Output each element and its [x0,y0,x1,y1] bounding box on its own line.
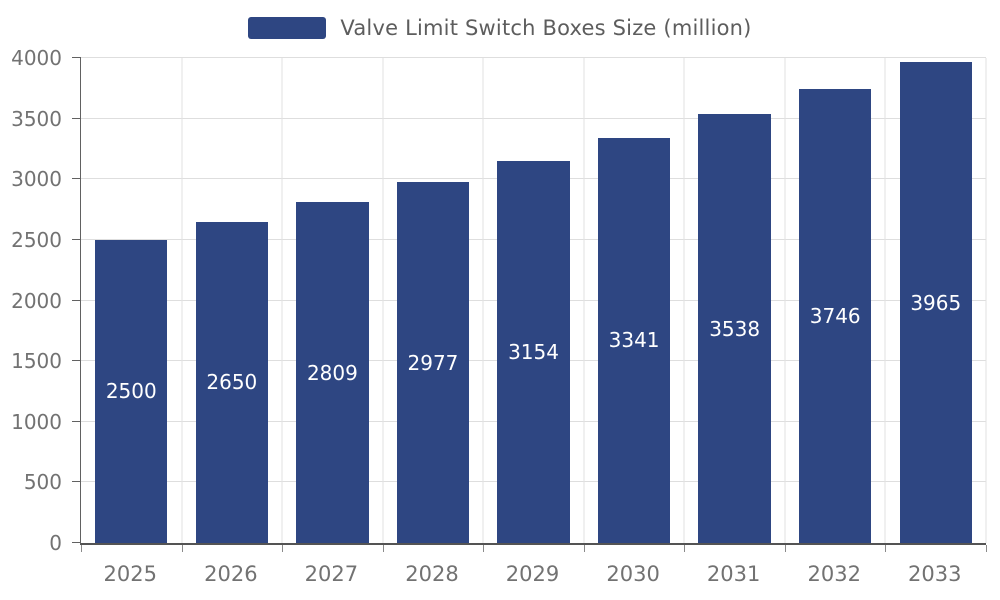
x-axis-tick-label: 2025 [103,562,157,586]
bar: 3154 [497,160,570,543]
bar: 2809 [296,202,369,543]
bar-slot: 2977 [383,58,484,543]
y-axis-tick-mark [72,420,81,422]
y-axis-tick-mark [72,57,81,58]
x-axis-tick-mark [81,545,82,552]
plot-area: 2500 2650 2809 2977 3154 3341 3538 3746 3965 [72,57,987,552]
legend-swatch-icon [248,17,327,39]
x-axis-tick-mark [784,545,786,552]
gridline-vertical [985,58,987,543]
bar-value-label: 3538 [709,316,761,341]
y-axis-tick-label: 3500 [11,106,62,131]
bar-value-label: 2977 [407,350,459,375]
x-axis-tick-mark [986,545,987,552]
bar-slot: 3538 [684,58,785,543]
y-axis-tick-mark [72,117,81,119]
bar: 3538 [698,114,771,543]
gridline-vertical [482,58,484,543]
y-axis-tick-mark [72,299,81,301]
bar-value-label: 2500 [105,379,157,404]
x-axis-tick-label: 2030 [606,562,660,586]
y-axis-tick-label: 1000 [11,409,62,434]
x-axis-tick-label: 2029 [505,562,560,586]
x-axis-labels: 2025 2026 2027 2028 2029 2030 2031 2032 2033 [80,557,985,591]
x-axis-tick-label: 2033 [908,562,962,586]
x-axis-tick-mark [583,545,585,552]
bar: 3341 [597,137,671,543]
bar-value-label: 2809 [306,360,358,385]
y-axis-tick-mark [72,481,81,483]
y-axis-tick-mark [72,178,81,180]
gridline-vertical [683,58,685,543]
y-axis-tick-label: 2000 [11,288,62,313]
bar-value-label: 2650 [206,370,258,395]
bar-slot: 2500 [81,58,182,543]
x-axis-tick-label: 2032 [807,562,861,586]
bar-slot: 3341 [584,58,685,543]
bar-slot: 3154 [483,58,584,543]
x-axis-tick-mark [885,545,887,552]
x-axis-tick-mark [382,545,384,552]
bar-value-label: 3154 [508,339,559,364]
bar-value-label: 3965 [910,290,962,315]
gridline-horizontal [81,57,986,58]
x-axis-tick-label: 2031 [706,562,761,586]
y-axis-tick-label: 1500 [11,349,62,374]
gridline-horizontal [81,117,986,119]
y-axis-tick-label: 0 [49,531,62,555]
bar-slot: 2809 [282,58,383,543]
y-axis-tick-label: 500 [23,470,62,495]
legend-item[interactable]: Valve Limit Switch Boxes Size (million) [0,16,1000,40]
y-axis-tick-mark [72,542,81,543]
y-axis-tick-label: 2500 [11,227,62,252]
gridline-vertical [181,58,183,543]
legend-label: Valve Limit Switch Boxes Size (million) [340,16,752,40]
bar-slot: 3746 [785,58,886,543]
bar-value-label: 3341 [608,328,660,353]
x-axis-tick-label: 2028 [405,562,459,586]
x-axis-tick-mark [282,545,284,552]
y-axis-tick-label: 4000 [11,46,62,70]
bar: 3965 [899,62,972,543]
bar-slot: 3965 [886,58,987,543]
bar: 2650 [195,221,269,543]
gridline-vertical [382,58,384,543]
gridline-vertical [784,58,786,543]
x-axis-tick-mark [684,545,686,552]
gridline-vertical [281,58,283,543]
bar-slot: 2650 [182,58,283,543]
x-axis-tick-mark [181,545,183,552]
bars-layer: 2500 2650 2809 2977 3154 3341 3538 3746 3965 [81,58,986,543]
gridline-vertical [583,58,585,543]
bar: 3746 [799,88,872,543]
y-axis-tick-mark [72,360,81,362]
x-axis-tick-label: 2027 [304,562,359,586]
bar-value-label: 3746 [809,303,861,328]
gridline-vertical [884,58,886,543]
x-axis-tick-mark [483,545,485,552]
y-axis-labels: 0 500 1000 1500 2000 2500 3000 3500 4000 [0,48,80,553]
x-axis-tick-label: 2026 [204,562,258,586]
y-axis-tick-label: 3000 [11,167,62,192]
bar: 2500 [95,239,168,543]
y-axis-tick-mark [72,238,81,240]
bar: 2977 [396,182,470,543]
